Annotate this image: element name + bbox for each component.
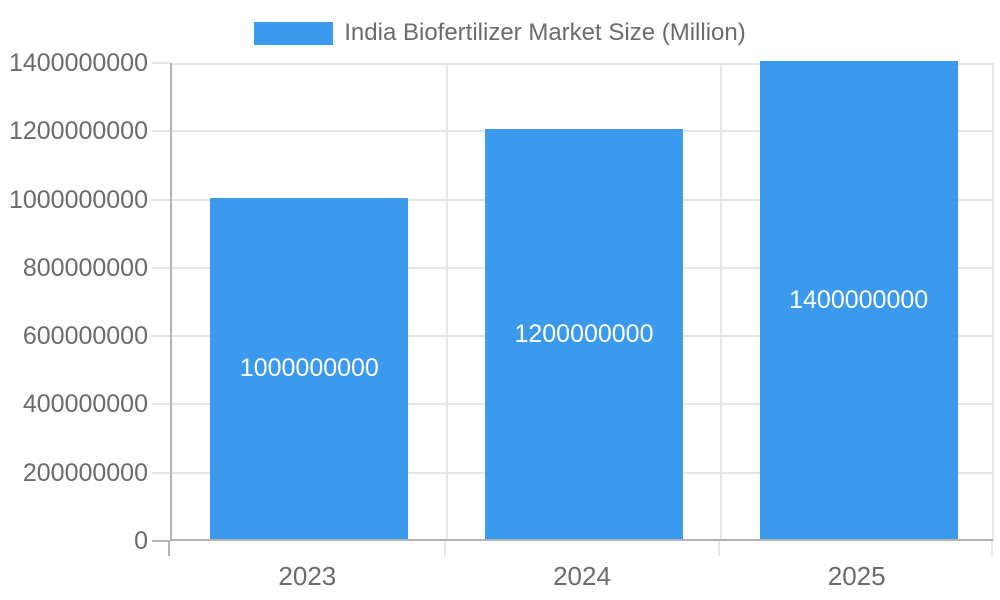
gridline-horizontal [172,63,992,65]
plot-area: 1000000000 1200000000 1400000000 [170,61,994,541]
x-axis-tick [991,541,993,556]
bar-value-label: 1400000000 [789,286,929,314]
gridline-vertical [720,63,723,539]
y-axis-tick [152,471,170,474]
gridline-vertical [445,63,448,539]
x-axis-tick [443,541,446,556]
y-axis-tick-label: 1200000000 [8,117,148,146]
x-axis-tick-label: 2024 [553,561,611,591]
y-axis-tick [152,62,170,64]
y-axis-tick-label: 600000000 [22,322,148,351]
y-axis-tick [152,540,170,542]
x-axis-tick-label: 2025 [827,561,886,591]
bar-value-label: 1200000000 [514,320,654,349]
y-axis-tick [152,198,170,201]
legend-label: India Biofertilizer Market Size (Million… [344,19,746,46]
bar-2023[interactable]: 1000000000 [210,197,409,539]
y-axis-tick [152,130,170,133]
y-axis-tick [152,266,170,269]
legend-swatch [254,21,334,45]
y-axis-tick [152,335,170,338]
y-axis-tick [152,403,170,406]
y-axis-tick-label: 400000000 [22,390,148,419]
bar-2025[interactable]: 1400000000 [759,61,958,539]
bar-2024[interactable]: 1200000000 [485,129,683,539]
y-axis-tick-label: 0 [134,527,148,555]
bar-value-label: 1000000000 [239,354,379,383]
y-axis-tick-label: 800000000 [22,253,148,282]
x-axis-tick [168,541,170,556]
x-axis-tick-label: 2023 [278,561,337,591]
y-axis-tick-label: 1000000000 [8,185,148,214]
y-axis-tick-label: 200000000 [22,458,148,487]
legend[interactable]: India Biofertilizer Market Size (Million… [0,19,1000,46]
y-axis-tick-label: 1400000000 [8,49,148,77]
x-axis-tick [718,541,721,556]
